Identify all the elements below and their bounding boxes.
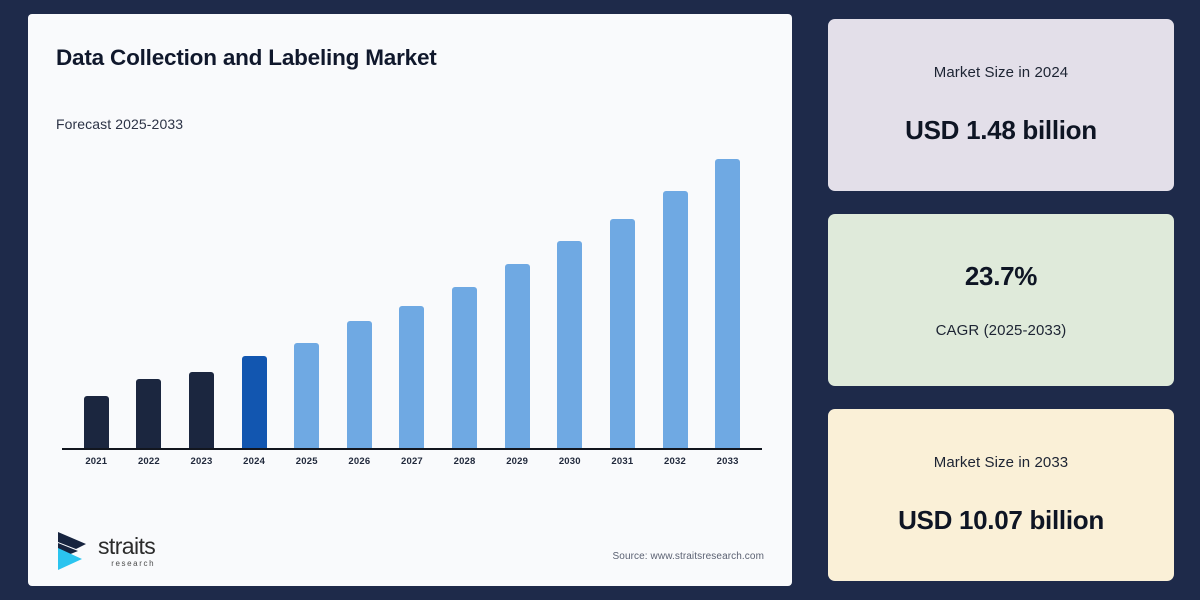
logo-wordmark: straits research [98,532,156,568]
x-tick-2031: 2031 [611,455,634,467]
stat-card-label: Market Size in 2033 [933,454,1069,471]
straits-logo-chevron-icon [58,532,86,570]
bar-slot [438,154,491,448]
bar-slot [280,154,333,448]
bar-slot [701,154,754,448]
bar-slot [491,154,544,448]
bar-chart [62,154,762,450]
x-tick-2025: 2025 [295,455,318,467]
bar-slot [649,154,702,448]
bar-2029[interactable] [504,263,530,448]
bar-slot [596,154,649,448]
stat-card-value: USD 1.48 billion [905,115,1097,145]
bar-slot [543,154,596,448]
stat-card-value: 23.7% [964,261,1038,291]
x-axis-line [62,447,762,450]
x-tick-2030: 2030 [558,455,581,467]
x-tick-2026: 2026 [348,455,371,467]
stat-card-1: Market Size in 2024 USD 1.48 billion [828,19,1174,191]
bar-slot [175,154,228,448]
plot-wrapper: 2021 2022 2023 2024 2025 2026 2027 2028 2029 2030… [56,142,764,570]
chart-footer: straits research Source: www.straitsrese… [56,530,764,572]
source-attribution: Source: www.straitsresearch.com [612,551,764,562]
bar-2022[interactable] [136,378,162,448]
logo-subword: research [111,558,156,568]
chart-panel: Data Collection and Labeling Market Fore… [28,14,792,586]
stat-card-2: 23.7% CAGR (2025-2033) [828,214,1174,386]
bar-2021[interactable] [83,395,109,448]
stat-cards: Market Size in 2024 USD 1.48 billion 23.7%… [828,14,1174,586]
bar-2028[interactable] [452,286,478,448]
x-tick-2032: 2032 [664,455,686,467]
bar-2033[interactable] [715,158,741,448]
x-tick-2024: 2024 [243,455,266,467]
bar-slot [123,154,176,448]
bar-2031[interactable] [609,218,635,448]
chart-subtitle: Forecast 2025-2033 [56,115,184,132]
stat-card-label: CAGR (2025-2033) [935,322,1067,339]
bar-2026[interactable] [346,320,372,448]
bar-series [62,154,762,448]
bar-slot [70,154,123,448]
x-tick-2028: 2028 [453,455,476,467]
stat-card-value: USD 10.07 billion [898,505,1104,535]
bar-slot [333,154,386,448]
x-tick-2021: 2021 [85,455,108,467]
straits-research-logo[interactable]: straits research [56,530,156,572]
bar-slot [228,154,281,448]
page-title: Data Collection and Labeling Market [56,45,437,70]
x-axis-tick-labels: 2021 2022 2023 2024 2025 2026 2027 2028 2029 2030… [62,456,762,467]
logo-word: straits [98,532,156,559]
x-tick-2033: 2033 [716,455,739,467]
x-tick-2029: 2029 [506,455,529,467]
bar-2024[interactable] [241,355,267,448]
bar-2030[interactable] [557,240,583,448]
bar-2027[interactable] [399,305,425,448]
bar-slot [386,154,439,448]
bar-2025[interactable] [294,342,320,448]
bar-2023[interactable] [189,371,215,448]
x-tick-2023: 2023 [190,455,213,467]
stat-card-3: Market Size in 2033 USD 10.07 billion [828,409,1174,581]
bar-2032[interactable] [662,190,688,448]
x-tick-2027: 2027 [400,455,423,467]
stat-card-label: Market Size in 2024 [933,64,1069,81]
x-tick-2022: 2022 [137,455,160,467]
